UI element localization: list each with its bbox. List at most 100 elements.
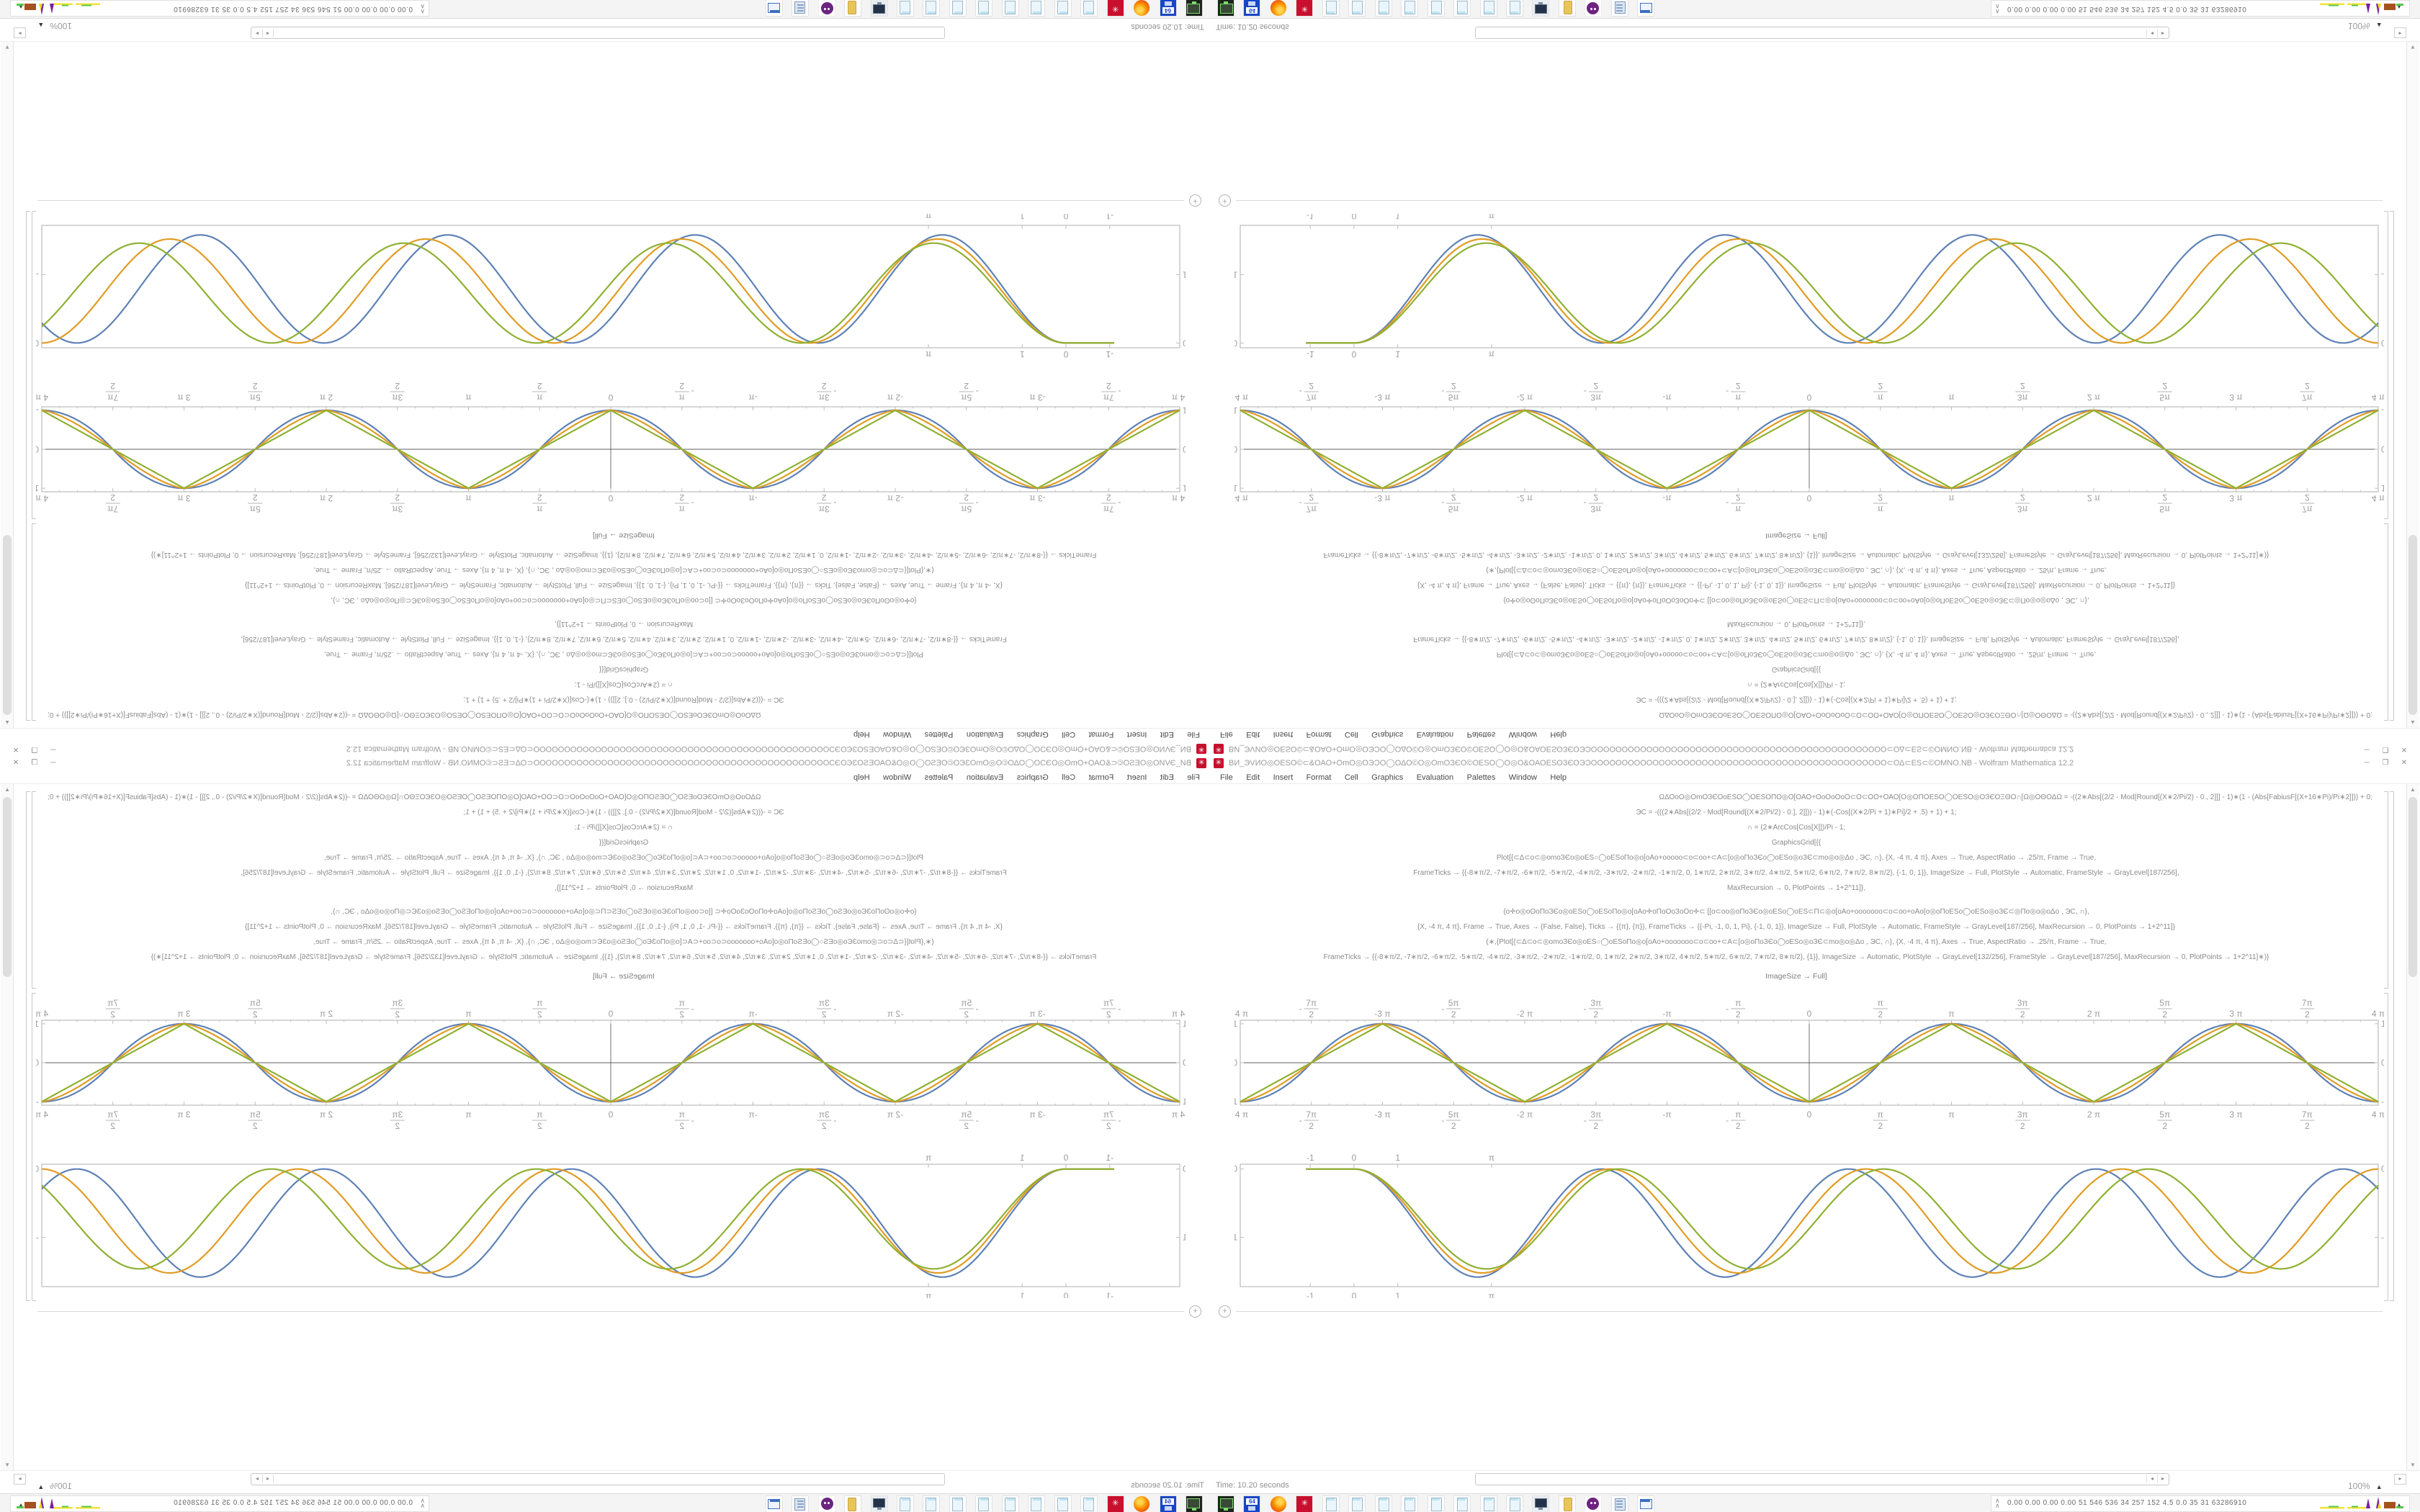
firefox-icon[interactable] <box>1269 0 1287 17</box>
notepad-icon[interactable] <box>975 0 993 17</box>
cell-insertion-line[interactable] <box>37 1311 1184 1312</box>
magnification-dropdown-icon[interactable]: ▲ <box>37 1483 45 1490</box>
computer-monitor-icon[interactable] <box>870 0 888 17</box>
horizontal-scrollbar[interactable]: ◂ ▸ <box>251 27 945 39</box>
menu-window[interactable]: Window <box>1508 773 1537 782</box>
notebook-area[interactable]: ΩΔΟοΟ◎ΟmΟЗЄΟοΕЅΟ◯ΟЕЅΟΠΟ◎Ο[ΟΑΟ+ΟοΟοΟοΟ⊂Ο⊂… <box>14 42 1210 728</box>
menu-file[interactable]: File <box>1187 730 1200 739</box>
maximize-button[interactable]: ❐ <box>31 759 38 767</box>
notepad-icon[interactable] <box>1427 0 1445 17</box>
notepad-icon[interactable] <box>897 0 915 17</box>
notepad-icon[interactable] <box>1453 1495 1471 1512</box>
maximize-button[interactable]: ❐ <box>2382 745 2389 753</box>
computer-monitor-icon[interactable] <box>1532 1495 1550 1512</box>
owl-app-icon[interactable] <box>1585 0 1603 17</box>
notepad-icon[interactable] <box>1080 1495 1098 1512</box>
window-app-icon[interactable] <box>765 0 783 17</box>
cell-group-bracket[interactable] <box>26 791 30 1301</box>
scroll-left-icon[interactable]: ◂ <box>263 30 274 37</box>
notebook-area[interactable]: ΩΔΟοΟ◎ΟmΟЗЄΟοΕЅΟ◯ΟЕЅΟΠΟ◎Ο[ΟΑΟ+ΟοΟοΟοΟ⊂Ο⊂… <box>1210 42 2406 728</box>
close-button[interactable]: ✕ <box>12 759 19 767</box>
input-cell-bracket[interactable] <box>32 791 36 989</box>
computer-monitor-icon[interactable] <box>1532 0 1550 17</box>
notepad-icon[interactable] <box>1028 1495 1046 1512</box>
notepad-icon[interactable] <box>1479 1495 1497 1512</box>
notepad-icon[interactable] <box>897 1495 915 1512</box>
menu-palettes[interactable]: Palettes <box>924 730 954 739</box>
notepad-icon[interactable] <box>1505 0 1523 17</box>
firefox-icon[interactable] <box>1269 1495 1287 1512</box>
window-app-icon[interactable] <box>765 1495 783 1512</box>
menu-evaluation[interactable]: Evaluation <box>966 730 1004 739</box>
scroll-up-icon[interactable]: ▲ <box>4 719 10 726</box>
notepad-icon[interactable] <box>1453 0 1471 17</box>
window-titlebar[interactable]: ✳ ΒИ_ЭVИΟ◎ΟЕЅΟ©⊂&ΟΑΟ+ΟmΟ◎ΟЭϽΟ◯ΟΔΟ©Ο◎ΟmΟЗ… <box>1210 742 2420 756</box>
notepad-icon[interactable] <box>949 0 967 17</box>
mathematica-taskbar-icon[interactable]: ✳ <box>1296 1495 1314 1512</box>
gpu-monitor-icon[interactable] <box>1186 0 1203 17</box>
hwinfo64-icon[interactable]: 64 <box>1243 1495 1261 1512</box>
maximize-button[interactable]: ❐ <box>2382 759 2389 767</box>
output-cell-bracket[interactable] <box>32 993 36 1301</box>
notepad-icon[interactable] <box>1401 1495 1419 1512</box>
window-app-icon[interactable] <box>1637 1495 1655 1512</box>
owl-app-icon[interactable] <box>1585 1495 1603 1512</box>
notepad-icon[interactable] <box>1001 0 1019 17</box>
vertical-scrollbar[interactable]: ▲ ▼ <box>1 784 14 1470</box>
hwinfo64-icon[interactable]: 64 <box>1159 1495 1177 1512</box>
menu-cell[interactable]: Cell <box>1344 730 1358 739</box>
notepad-icon[interactable] <box>1348 0 1366 17</box>
notepad-icon[interactable] <box>1348 1495 1366 1512</box>
menu-insert[interactable]: Insert <box>1126 730 1147 739</box>
scroll-right-icon[interactable]: ▸ <box>252 1475 263 1482</box>
output-cell-bracket[interactable] <box>32 211 36 519</box>
menu-insert[interactable]: Insert <box>1273 730 1294 739</box>
menu-help[interactable]: Help <box>1550 730 1567 739</box>
tray-chevron-icon[interactable]: ∧ ∧ <box>420 3 425 15</box>
scroll-down-icon[interactable]: ▼ <box>4 1462 10 1468</box>
magnification-control[interactable]: 100% ▲ <box>2348 1481 2383 1491</box>
menu-format[interactable]: Format <box>1088 773 1114 782</box>
menu-graphics[interactable]: Graphics <box>1016 730 1049 739</box>
menu-edit[interactable]: Edit <box>1160 730 1174 739</box>
notepad-icon[interactable] <box>1322 0 1340 17</box>
minimize-button[interactable]: ─ <box>2364 745 2370 753</box>
close-button[interactable]: ✕ <box>2401 759 2408 767</box>
menu-edit[interactable]: Edit <box>1160 773 1174 782</box>
scroll-left-icon[interactable]: ◂ <box>2146 1475 2157 1482</box>
firefox-icon[interactable] <box>1133 1495 1151 1512</box>
minimize-button[interactable]: ─ <box>50 745 56 753</box>
window-app-icon[interactable] <box>1637 0 1655 17</box>
scroll-down-icon[interactable]: ▼ <box>4 44 10 50</box>
vertical-scrollbar[interactable]: ▲ ▼ <box>1 42 14 728</box>
window-titlebar[interactable]: ✳ ΒИ_ЭVИΟ◎ΟЕЅΟ©⊂&ΟΑΟ+ΟmΟ◎ΟЭϽΟ◯ΟΔΟ©Ο◎ΟmΟЗ… <box>1210 756 2420 770</box>
menu-format[interactable]: Format <box>1306 730 1332 739</box>
gpu-monitor-icon[interactable] <box>1217 0 1234 17</box>
notepad-icon[interactable] <box>1374 0 1392 17</box>
notebook-area[interactable]: ΩΔΟοΟ◎ΟmΟЗЄΟοΕЅΟ◯ΟЕЅΟΠΟ◎Ο[ΟΑΟ+ΟοΟοΟοΟ⊂Ο⊂… <box>14 784 1210 1470</box>
cell-insert-plus-icon[interactable]: + <box>1189 1305 1201 1318</box>
notepad-icon[interactable] <box>1001 1495 1019 1512</box>
owl-app-icon[interactable] <box>817 0 835 17</box>
input-code-cell[interactable]: ΩΔΟοΟ◎ΟmΟЗЄΟοΕЅΟ◯ΟЕЅΟΠΟ◎Ο[ΟΑΟ+ΟοΟοΟοΟ⊂Ο⊂… <box>1210 531 2383 722</box>
menu-insert[interactable]: Insert <box>1126 773 1147 782</box>
input-cell-bracket[interactable] <box>32 523 36 721</box>
menu-window[interactable]: Window <box>883 773 912 782</box>
menu-evaluation[interactable]: Evaluation <box>1416 773 1454 782</box>
notepad-icon[interactable] <box>1054 1495 1072 1512</box>
horizontal-scrollbar[interactable]: ◂ ▸ <box>251 1473 945 1485</box>
menu-help[interactable]: Help <box>853 773 870 782</box>
magnification-control[interactable]: 100% ▲ <box>2348 21 2383 31</box>
gpu-monitor-icon[interactable] <box>1186 1495 1203 1512</box>
magnification-dropdown-icon[interactable]: ▲ <box>37 22 45 29</box>
vertical-scrollbar-thumb[interactable] <box>2408 535 2417 715</box>
notepad-icon[interactable] <box>1080 0 1098 17</box>
menu-evaluation[interactable]: Evaluation <box>966 773 1004 782</box>
vertical-scrollbar-thumb[interactable] <box>2408 797 2417 977</box>
menu-window[interactable]: Window <box>883 730 912 739</box>
horizontal-scrollbar[interactable]: ◂ ▸ <box>1475 1473 2169 1485</box>
computer-monitor-icon[interactable] <box>870 1495 888 1512</box>
menu-graphics[interactable]: Graphics <box>1016 773 1049 782</box>
input-code-cell[interactable]: ΩΔΟοΟ◎ΟmΟЗЄΟοΕЅΟ◯ΟЕЅΟΠΟ◎Ο[ΟΑΟ+ΟοΟοΟοΟ⊂Ο⊂… <box>1210 790 2383 981</box>
output-cell-bracket[interactable] <box>2384 993 2388 1301</box>
